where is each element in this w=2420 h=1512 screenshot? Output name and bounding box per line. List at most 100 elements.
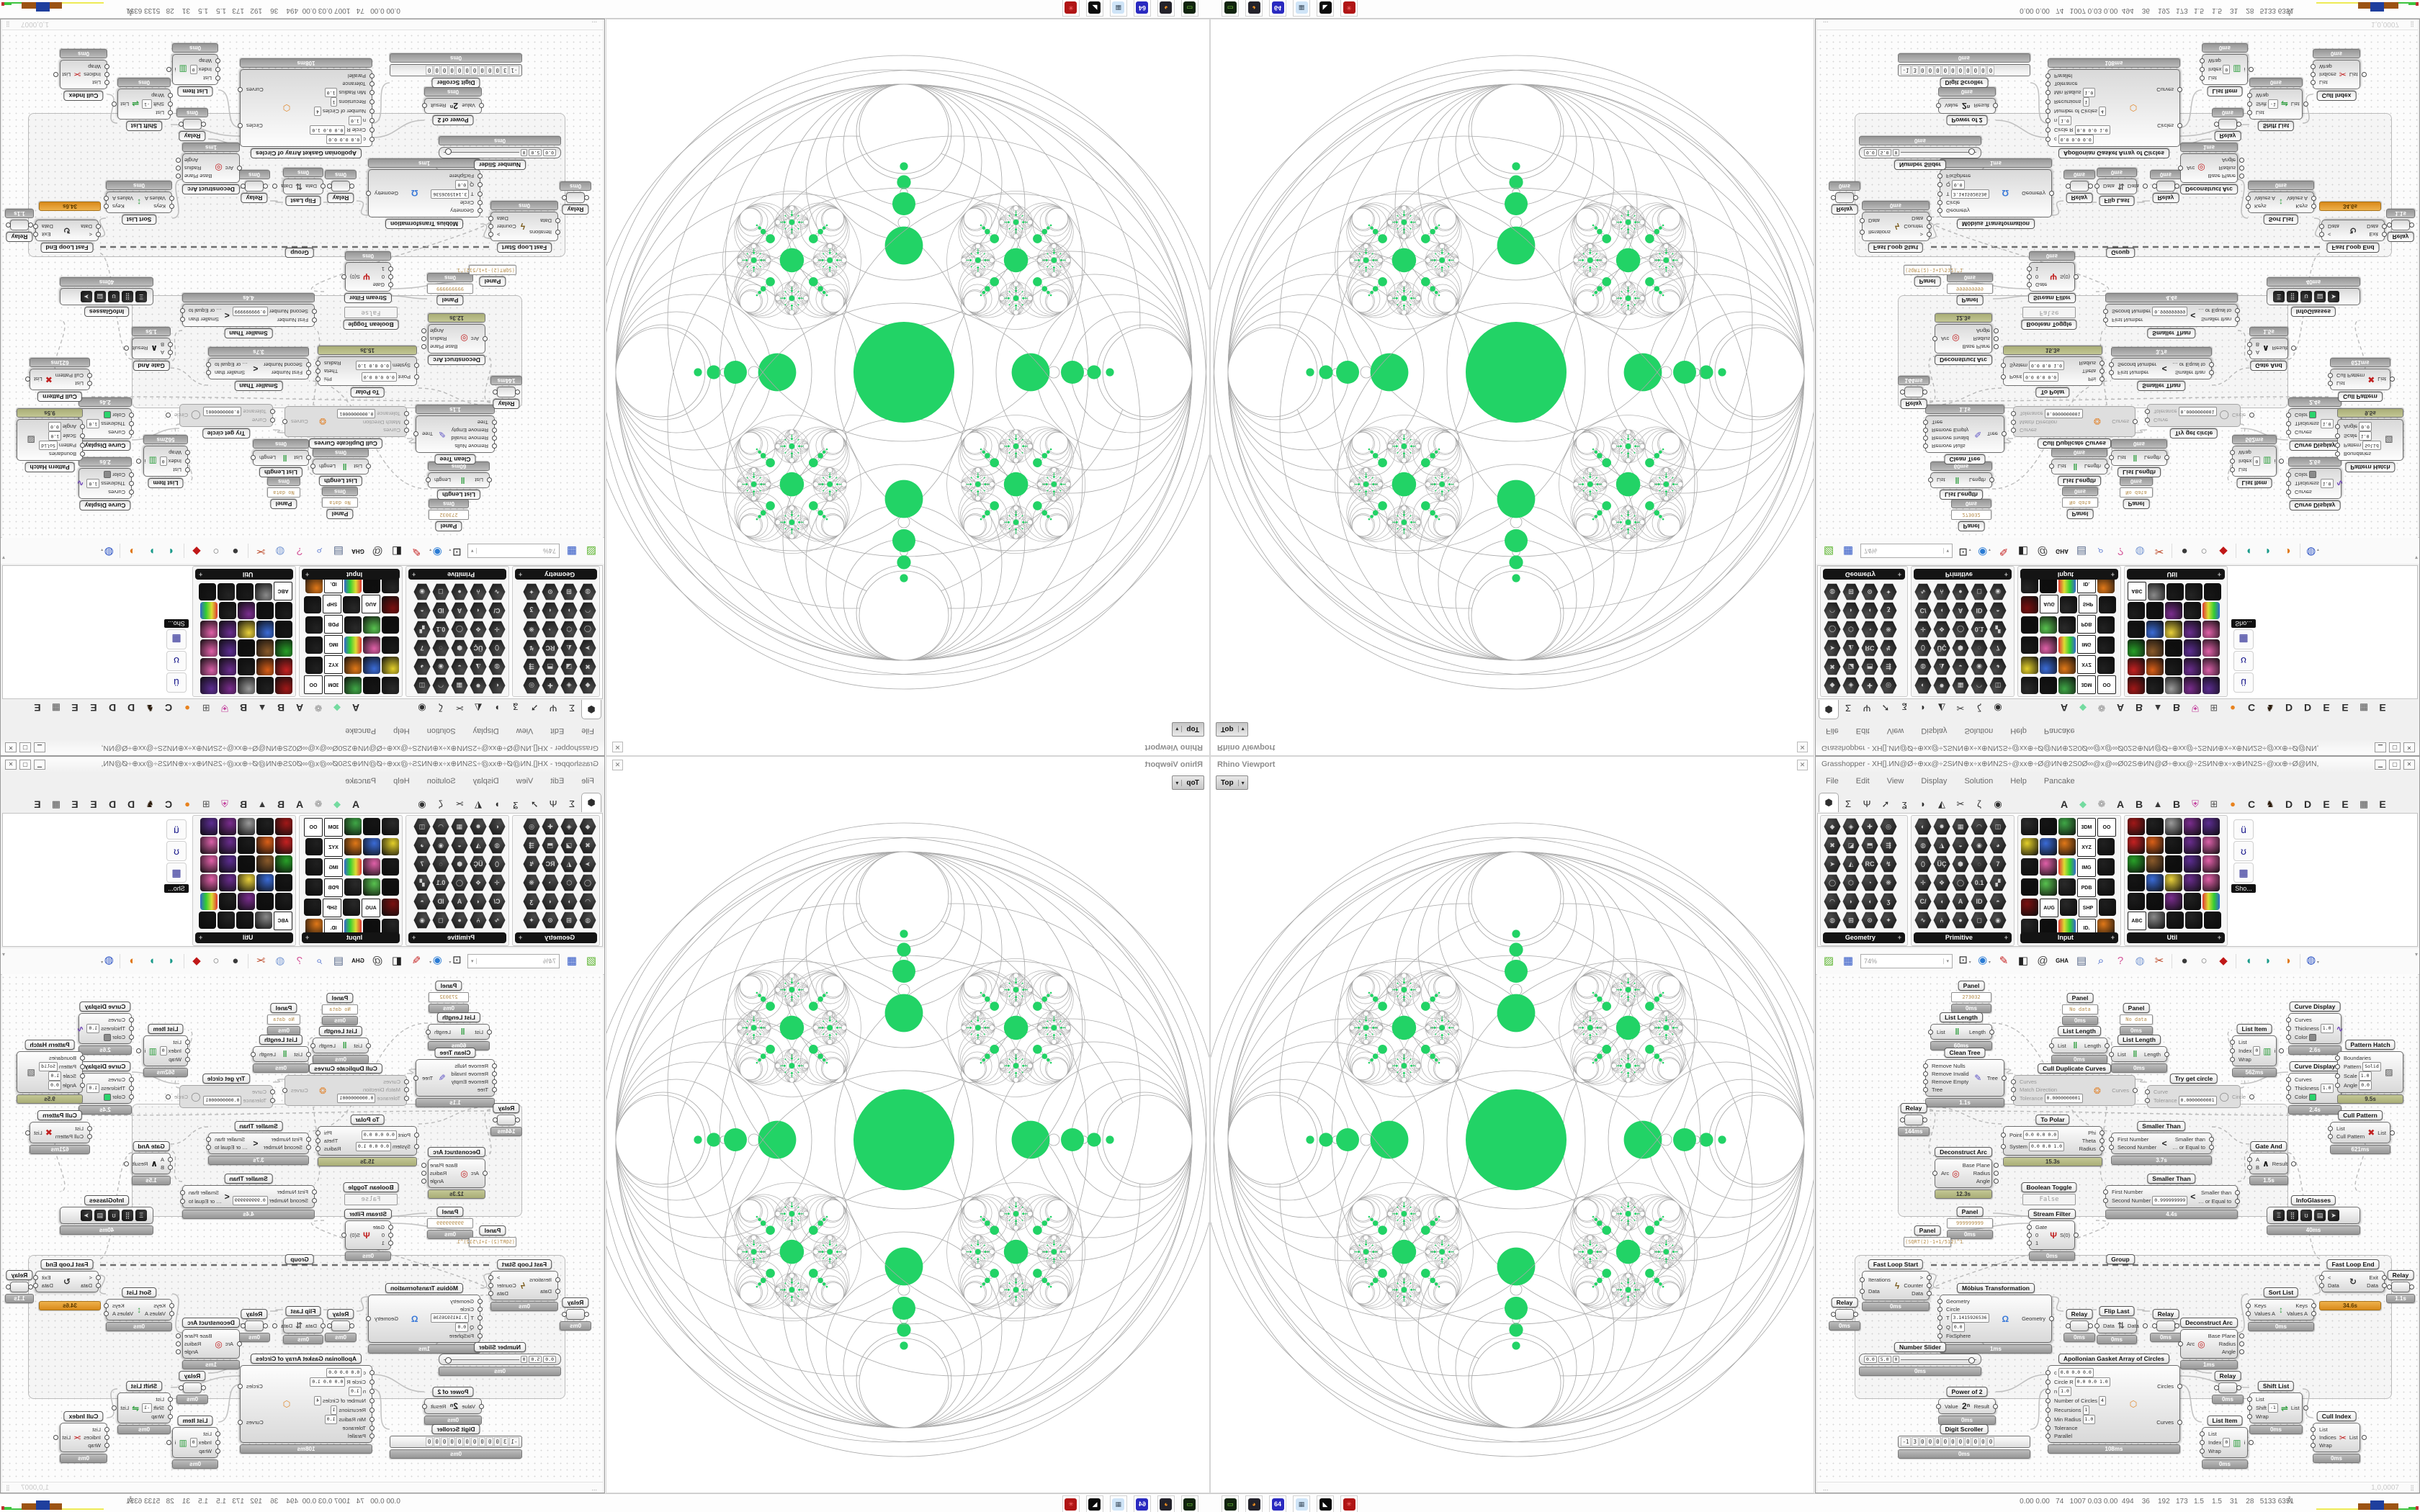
zoom-extents-button[interactable]: ⊡ ▾ <box>1958 546 1971 559</box>
wire-glasses-icon[interactable]: ʊ <box>166 651 187 671</box>
category-tab[interactable]: ⊞ <box>202 703 210 714</box>
node-label[interactable]: Cull Pattern <box>2338 1110 2383 1120</box>
category-tab[interactable]: A <box>295 702 304 714</box>
component-icon[interactable]: 7 <box>1989 639 2007 657</box>
component-icon[interactable] <box>2165 639 2182 657</box>
category-tab[interactable]: ◗ <box>1920 703 1926 714</box>
category-tab[interactable]: ◉ <box>418 798 426 809</box>
palette-label[interactable]: Primitive + <box>408 932 506 943</box>
node-deconstruct-arc[interactable]: Deconstruct Arc Arc ◎ Base Plane Radius Angle… <box>182 1315 240 1369</box>
node-apollonian-gasket-array-of-circles[interactable]: Apollonian Gasket Array of Circles c 0.0 0… <box>2045 1351 2182 1454</box>
component-icon[interactable] <box>363 878 380 896</box>
component-icon[interactable]: ◈ <box>560 818 578 835</box>
node-label[interactable]: Apollonian Gasket Array of Circles <box>251 1354 362 1364</box>
component-icon[interactable] <box>2184 837 2201 854</box>
component-icon[interactable] <box>2184 602 2201 619</box>
component-icon[interactable]: ◖ <box>542 602 559 619</box>
component-icon[interactable]: 3DM <box>2077 818 2096 837</box>
node-curve-display[interactable]: Curve Display Curves Thickness 1.0 Color ∿ 2.6… <box>76 457 132 513</box>
component-icon[interactable]: IMG <box>324 858 343 877</box>
component-icon[interactable] <box>2146 658 2164 675</box>
component-icon[interactable]: ◠ <box>1824 602 1841 619</box>
node-digit-scroller[interactable]: Digit Scroller -1 3 0 0 0 0 0 0 0 0 0 0 0ms <box>390 53 522 90</box>
component-icon[interactable]: ABC <box>274 912 292 930</box>
node-number-slider[interactable]: Number Slider 0.0 5.0 0 0ms <box>439 1340 561 1376</box>
node-list-item[interactable]: List Item List Index 0 Wrap ▥ i 0ms <box>172 43 218 99</box>
palette-expand-icon[interactable]: + <box>2004 934 2008 941</box>
component-icon[interactable]: ◉ <box>1971 837 1988 854</box>
component-icon[interactable]: ◫ <box>1989 818 2007 835</box>
node-deconstruct-arc[interactable]: Deconstruct Arc Arc ◎ Base Plane Radius Angle… <box>1935 313 1992 367</box>
node-label[interactable]: Try get circle <box>2169 428 2218 438</box>
component-icon[interactable] <box>2166 583 2184 600</box>
resize-grip-icon[interactable]: ⣿ <box>5 21 10 27</box>
node-label[interactable]: Digit Scroller <box>1940 78 1989 88</box>
node-label[interactable]: Panel <box>1956 1207 1984 1217</box>
component-icon[interactable]: 0.1 <box>1971 874 1988 891</box>
component-icon[interactable] <box>305 636 323 654</box>
component-icon[interactable] <box>344 818 362 835</box>
close-icon[interactable]: ✕ <box>1797 760 1808 770</box>
component-icon[interactable] <box>2040 636 2057 654</box>
component-icon[interactable] <box>2165 602 2182 619</box>
remote-panel-button[interactable]: @ <box>2037 545 2048 557</box>
node-label[interactable]: Flip Last <box>285 196 321 206</box>
component-icon[interactable]: ✸ <box>1933 818 1950 835</box>
category-tab[interactable]: ⊞ <box>202 798 210 809</box>
component-icon[interactable]: ◖ <box>1933 893 1950 910</box>
node-cull-pattern[interactable]: Cull Pattern List Cull Pattern ✖ List 621ms <box>30 1108 90 1154</box>
infoglasses-icon[interactable]: ʊ <box>2300 1210 2312 1221</box>
palette-label[interactable]: Input + <box>302 932 400 943</box>
node-label[interactable]: Cull Pattern <box>37 392 82 402</box>
component-icon[interactable]: 3DM <box>324 818 343 837</box>
terminal-icon[interactable]: ▭ <box>1222 1495 1239 1512</box>
notes-button[interactable]: ▤ <box>333 955 344 967</box>
component-icon[interactable]: A <box>1952 602 1969 619</box>
component-icon[interactable] <box>2058 677 2076 694</box>
node-label[interactable]: Deconstruct Arc <box>428 355 485 365</box>
node-label[interactable]: Relay <box>493 399 520 409</box>
node-gate-and[interactable]: Gate And A B ∧ Result 1.5s <box>2246 1139 2297 1185</box>
firefox-icon[interactable]: ◕ <box>1157 0 1175 17</box>
node-label[interactable]: Flip Last <box>285 1306 321 1316</box>
component-icon[interactable] <box>238 658 255 675</box>
component-icon[interactable]: ID <box>1971 602 1988 619</box>
node-boolean-toggle[interactable]: Boolean Toggle False <box>343 307 399 332</box>
component-icon[interactable] <box>382 657 399 674</box>
node-label[interactable]: Möbius Transformation <box>385 1283 463 1293</box>
node-label[interactable]: Panel <box>436 295 464 305</box>
palette-label[interactable]: Input + <box>302 569 400 580</box>
panel-value[interactable]: 999999999 <box>427 1218 473 1228</box>
component-icon[interactable] <box>2146 639 2164 657</box>
palette-label[interactable]: Geometry + <box>1823 569 1905 580</box>
component-icon[interactable]: ◉ <box>432 837 449 854</box>
presentation-board-icon[interactable]: ▦ <box>2233 863 2254 883</box>
component-icon[interactable] <box>2128 893 2145 910</box>
red-emblem-icon[interactable]: ✳ <box>1340 0 1358 17</box>
component-icon[interactable]: ⬒ <box>542 658 559 675</box>
component-icon[interactable] <box>2021 596 2038 613</box>
infoglasses-icon[interactable]: Ξ <box>2273 1210 2285 1221</box>
node-label[interactable]: Panel <box>479 1225 506 1236</box>
component-icon[interactable] <box>2146 855 2164 873</box>
component-icon[interactable]: ⑃ <box>1933 583 1950 600</box>
node-label[interactable]: Power of 2 <box>1946 1387 1988 1397</box>
component-icon[interactable] <box>238 602 255 619</box>
node-label[interactable]: List Item <box>2207 1416 2243 1426</box>
node-label[interactable]: Deconstruct Arc <box>182 184 240 194</box>
node-label[interactable]: Fast Loop Start <box>496 243 552 253</box>
node-fast-loop-end[interactable]: Fast Loop End < Data ↻ Exit Data <box>35 1257 99 1292</box>
node-label[interactable]: Number Slider <box>473 160 526 170</box>
component-icon[interactable]: PDB <box>324 615 343 634</box>
preview-off-button[interactable]: ● <box>232 955 239 967</box>
floppy-64-icon[interactable]: 64 <box>1269 1495 1286 1512</box>
component-icon[interactable]: ◪ <box>1842 658 1860 675</box>
node-relay[interactable]: Relay 1.1s <box>2386 209 2415 244</box>
node-fast-loop-end[interactable]: Fast Loop End < Data ↻ Exit Data <box>35 220 99 255</box>
component-icon[interactable] <box>2148 583 2165 600</box>
component-icon[interactable]: ✛ <box>488 621 506 638</box>
node-smaller-than[interactable]: Smaller Than First Number Second Number 0.9… <box>2102 1171 2240 1219</box>
node-label[interactable]: To Polar <box>350 387 385 397</box>
component-icon[interactable] <box>2021 818 2038 835</box>
component-icon[interactable]: ◪ <box>560 837 578 854</box>
